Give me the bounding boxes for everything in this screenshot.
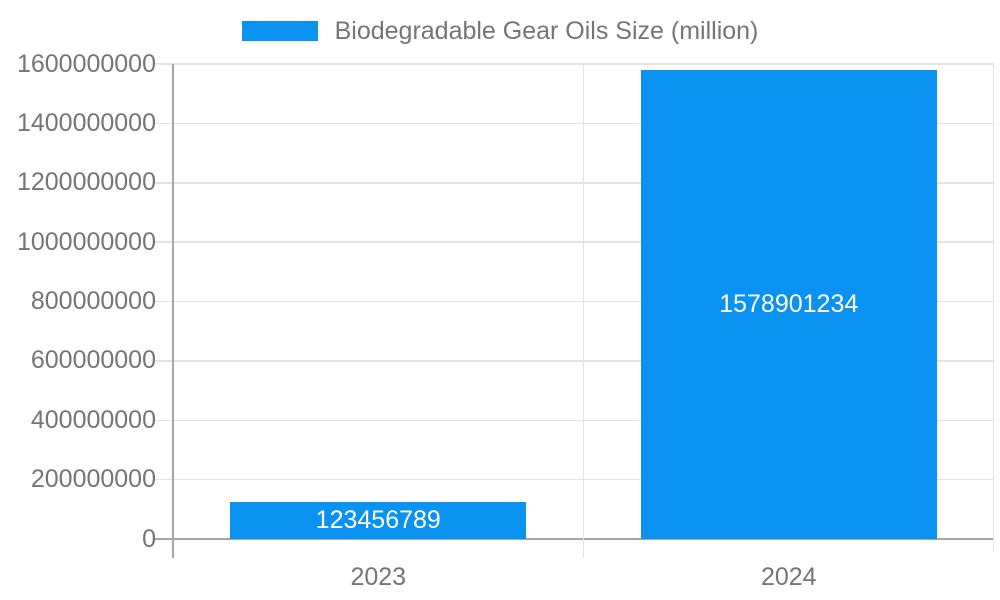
y-axis-tick: [155, 241, 173, 243]
legend-label: Biodegradable Gear Oils Size (million): [334, 17, 759, 45]
plot-right-border: [992, 64, 994, 552]
y-axis-tick: [155, 300, 173, 303]
x-axis-category-label: 2024: [760, 563, 817, 591]
x-axis-category-label: 2023: [350, 563, 407, 591]
y-axis-tick: [155, 478, 173, 481]
bar-2024: [640, 70, 937, 539]
y-axis-tick-label: 1400000000: [16, 108, 156, 137]
y-axis-tick-label: 1200000000: [16, 168, 156, 197]
y-axis-tick-label: 1000000000: [16, 227, 156, 256]
y-axis-tick-label: 800000000: [30, 287, 156, 315]
bar-value-label: 123456789: [315, 506, 441, 535]
bar-2023: [230, 502, 527, 539]
y-axis-tick: [155, 122, 173, 125]
y-axis-tick-label: 0: [142, 524, 156, 553]
bar-value-label: 1578901234: [719, 290, 859, 319]
chart-legend: Biodegradable Gear Oils Size (million): [0, 17, 1000, 45]
y-axis-tick-label: 600000000: [30, 346, 156, 375]
y-axis-tick: [155, 419, 173, 421]
x-axis-line: [155, 538, 994, 540]
y-axis-tick-label: 1600000000: [16, 49, 156, 78]
category-separator: [582, 64, 585, 558]
y-axis-tick: [155, 182, 173, 184]
y-axis-tick-label: 400000000: [30, 405, 156, 434]
y-axis-tick-label: 200000000: [30, 465, 156, 494]
y-axis-tick: [155, 360, 173, 362]
y-axis-line: [172, 64, 174, 558]
y-axis-tick: [155, 63, 173, 65]
legend-swatch: [241, 21, 318, 41]
